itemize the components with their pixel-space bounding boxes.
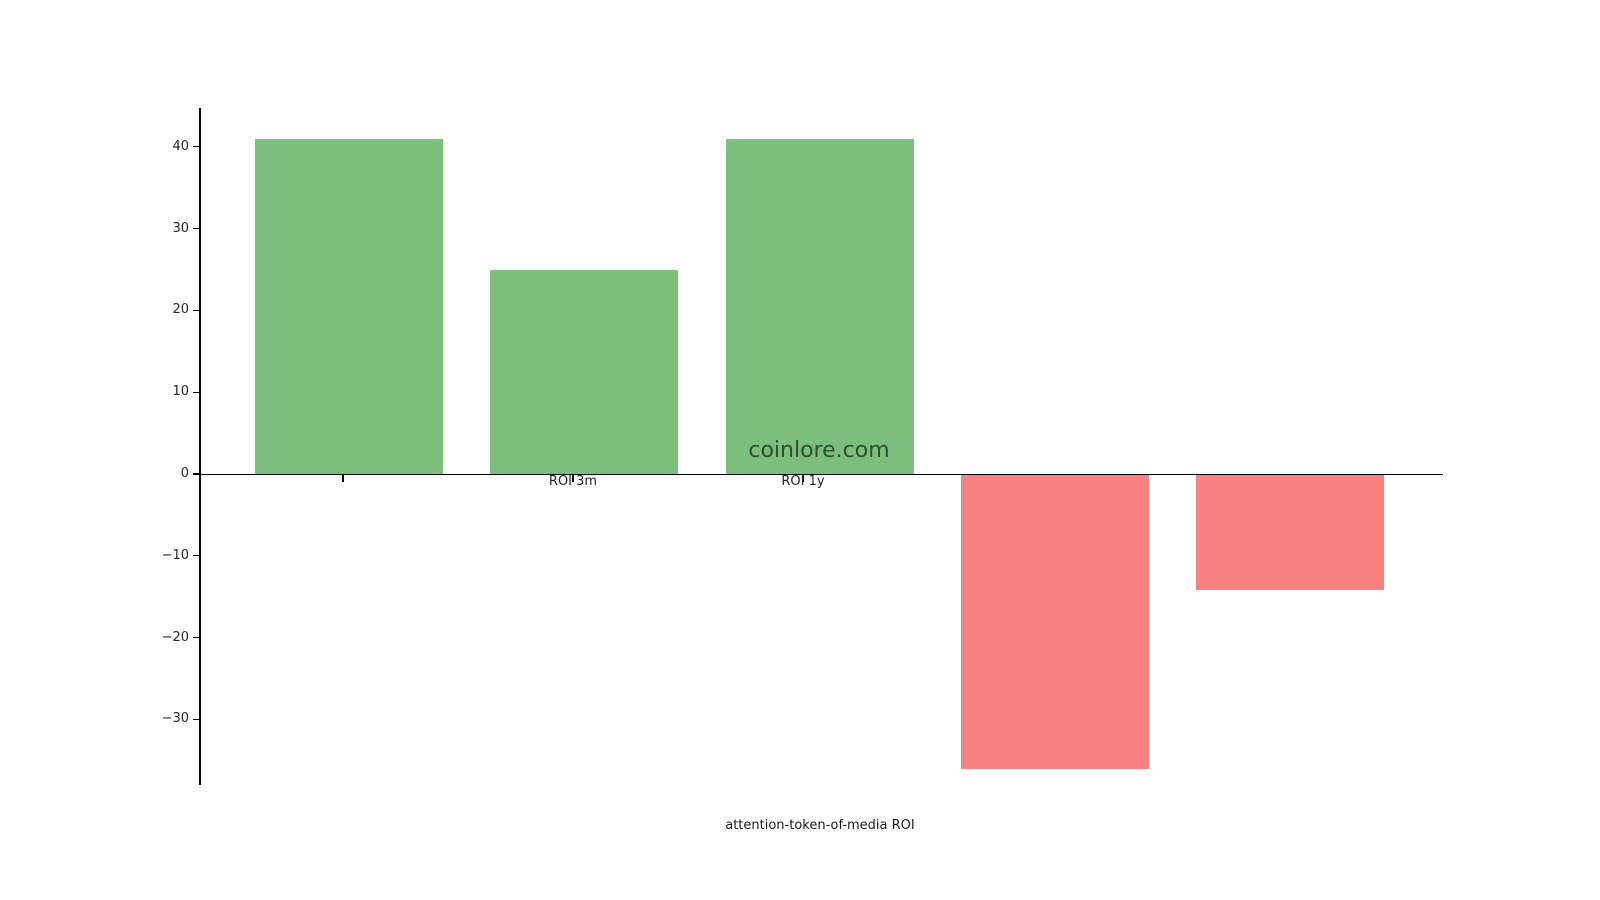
x-tick-label: ROI 1y — [781, 474, 825, 489]
y-tick-label: 0 — [180, 466, 189, 481]
y-tick-label: 30 — [172, 220, 189, 236]
chart-bar-5 — [1196, 475, 1385, 590]
y-tick-mark — [193, 309, 200, 312]
y-tick-label: 40 — [172, 138, 189, 154]
y-tick-mark — [193, 473, 200, 475]
y-tick-mark — [193, 718, 200, 721]
y-tick-label: −30 — [161, 711, 189, 727]
y-tick-label: −10 — [161, 547, 189, 563]
y-axis-line — [199, 108, 201, 785]
x-tick-label: ROI 3m — [548, 474, 598, 489]
y-tick-mark — [193, 391, 200, 393]
y-tick-label: 10 — [172, 384, 189, 400]
chart-bar-4 — [960, 475, 1149, 770]
x-tick-mark — [802, 474, 804, 482]
y-tick-mark — [193, 227, 200, 230]
chart-title: attention-token-of-media ROI — [725, 818, 915, 833]
y-tick-mark — [193, 555, 200, 557]
chart-bar-1 — [255, 138, 443, 474]
y-tick-label: −20 — [161, 629, 189, 645]
y-tick-mark — [193, 146, 200, 148]
y-tick-mark — [193, 636, 200, 639]
y-tick-label: 20 — [172, 302, 189, 318]
watermark: coinlore.com — [748, 438, 890, 463]
x-axis-line — [199, 473, 1443, 475]
x-tick-mark — [342, 474, 344, 482]
chart-bar-2 — [490, 269, 679, 474]
x-tick-mark — [572, 474, 574, 482]
chart-bar-3 — [725, 138, 914, 474]
